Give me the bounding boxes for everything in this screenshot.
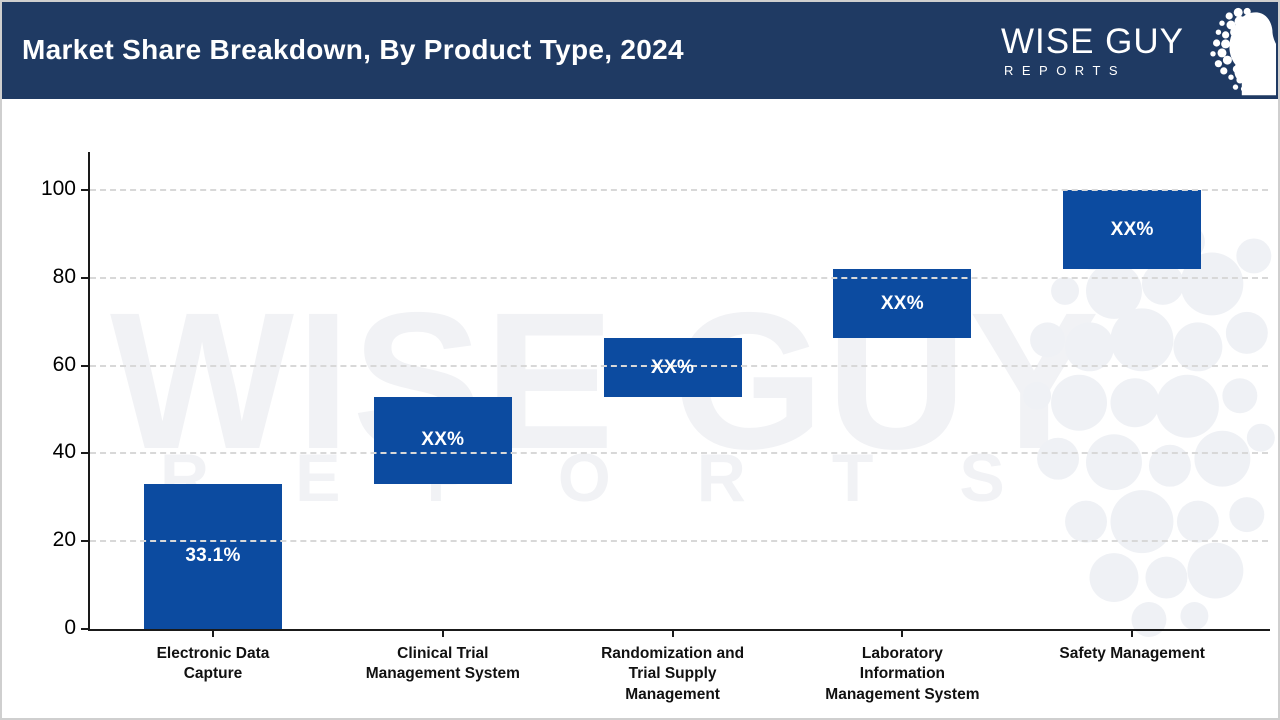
page-title: Market Share Breakdown, By Product Type,… xyxy=(22,34,684,65)
y-tick-label: 60 xyxy=(52,352,76,376)
x-category-label: Randomization and Trial Supply Management xyxy=(601,645,745,703)
gridline xyxy=(90,540,1268,543)
y-axis-tick xyxy=(81,452,89,455)
x-axis-tick xyxy=(671,631,674,637)
x-axis-tick xyxy=(1131,631,1134,637)
brand-logo: WISE GUY REPORTS xyxy=(1001,4,1278,96)
bar-segment: XX% xyxy=(373,397,512,484)
y-axis-tick xyxy=(81,189,89,191)
brand-logo-subtitle: REPORTS xyxy=(1003,63,1127,78)
bar-segment: XX% xyxy=(1063,190,1202,270)
bar-value-label: XX% xyxy=(421,429,465,451)
bar-value-label: XX% xyxy=(1110,218,1154,240)
gridline xyxy=(90,452,1268,455)
y-tick-label: 20 xyxy=(52,528,76,552)
x-category-label: Clinical Trial Management System xyxy=(365,645,520,683)
gridline xyxy=(90,276,1268,279)
bar-value-label: 33.1% xyxy=(185,545,241,567)
x-category-label: Laboratory Information Management System xyxy=(825,645,980,703)
y-tick-label: 0 xyxy=(64,616,76,639)
header-bar: Market Share Breakdown, By Product Type,… xyxy=(2,2,1278,99)
y-axis-tick xyxy=(81,628,89,630)
x-category-label: Electronic Data Capture xyxy=(156,645,270,683)
bar-segment: 33.1% xyxy=(144,483,282,629)
y-axis-tick xyxy=(81,364,89,367)
y-tick-label: 40 xyxy=(52,440,76,464)
bar-value-label: XX% xyxy=(880,292,924,314)
x-axis-tick xyxy=(901,631,904,637)
y-tick-label: 80 xyxy=(52,264,76,288)
bar-segment: XX% xyxy=(833,269,972,338)
gridline xyxy=(90,189,1268,191)
gridline xyxy=(90,364,1268,367)
y-axis-tick xyxy=(81,540,89,543)
brand-logo-text: WISE GUY REPORTS xyxy=(1001,24,1184,78)
y-axis-tick xyxy=(81,276,89,279)
brand-head-icon xyxy=(1210,7,1276,96)
brand-logo-name: WISE GUY xyxy=(1000,22,1184,61)
x-axis-spine xyxy=(88,629,1270,631)
bar-value-label: XX% xyxy=(651,356,695,378)
x-axis-tick xyxy=(441,631,444,637)
bar-segment: XX% xyxy=(603,337,742,398)
x-axis-tick xyxy=(212,631,214,637)
watermark-head-dots-icon xyxy=(1023,207,1275,637)
y-axis-spine xyxy=(88,152,90,631)
x-category-label: Safety Management xyxy=(1059,645,1205,662)
y-tick-label: 100 xyxy=(40,177,76,200)
